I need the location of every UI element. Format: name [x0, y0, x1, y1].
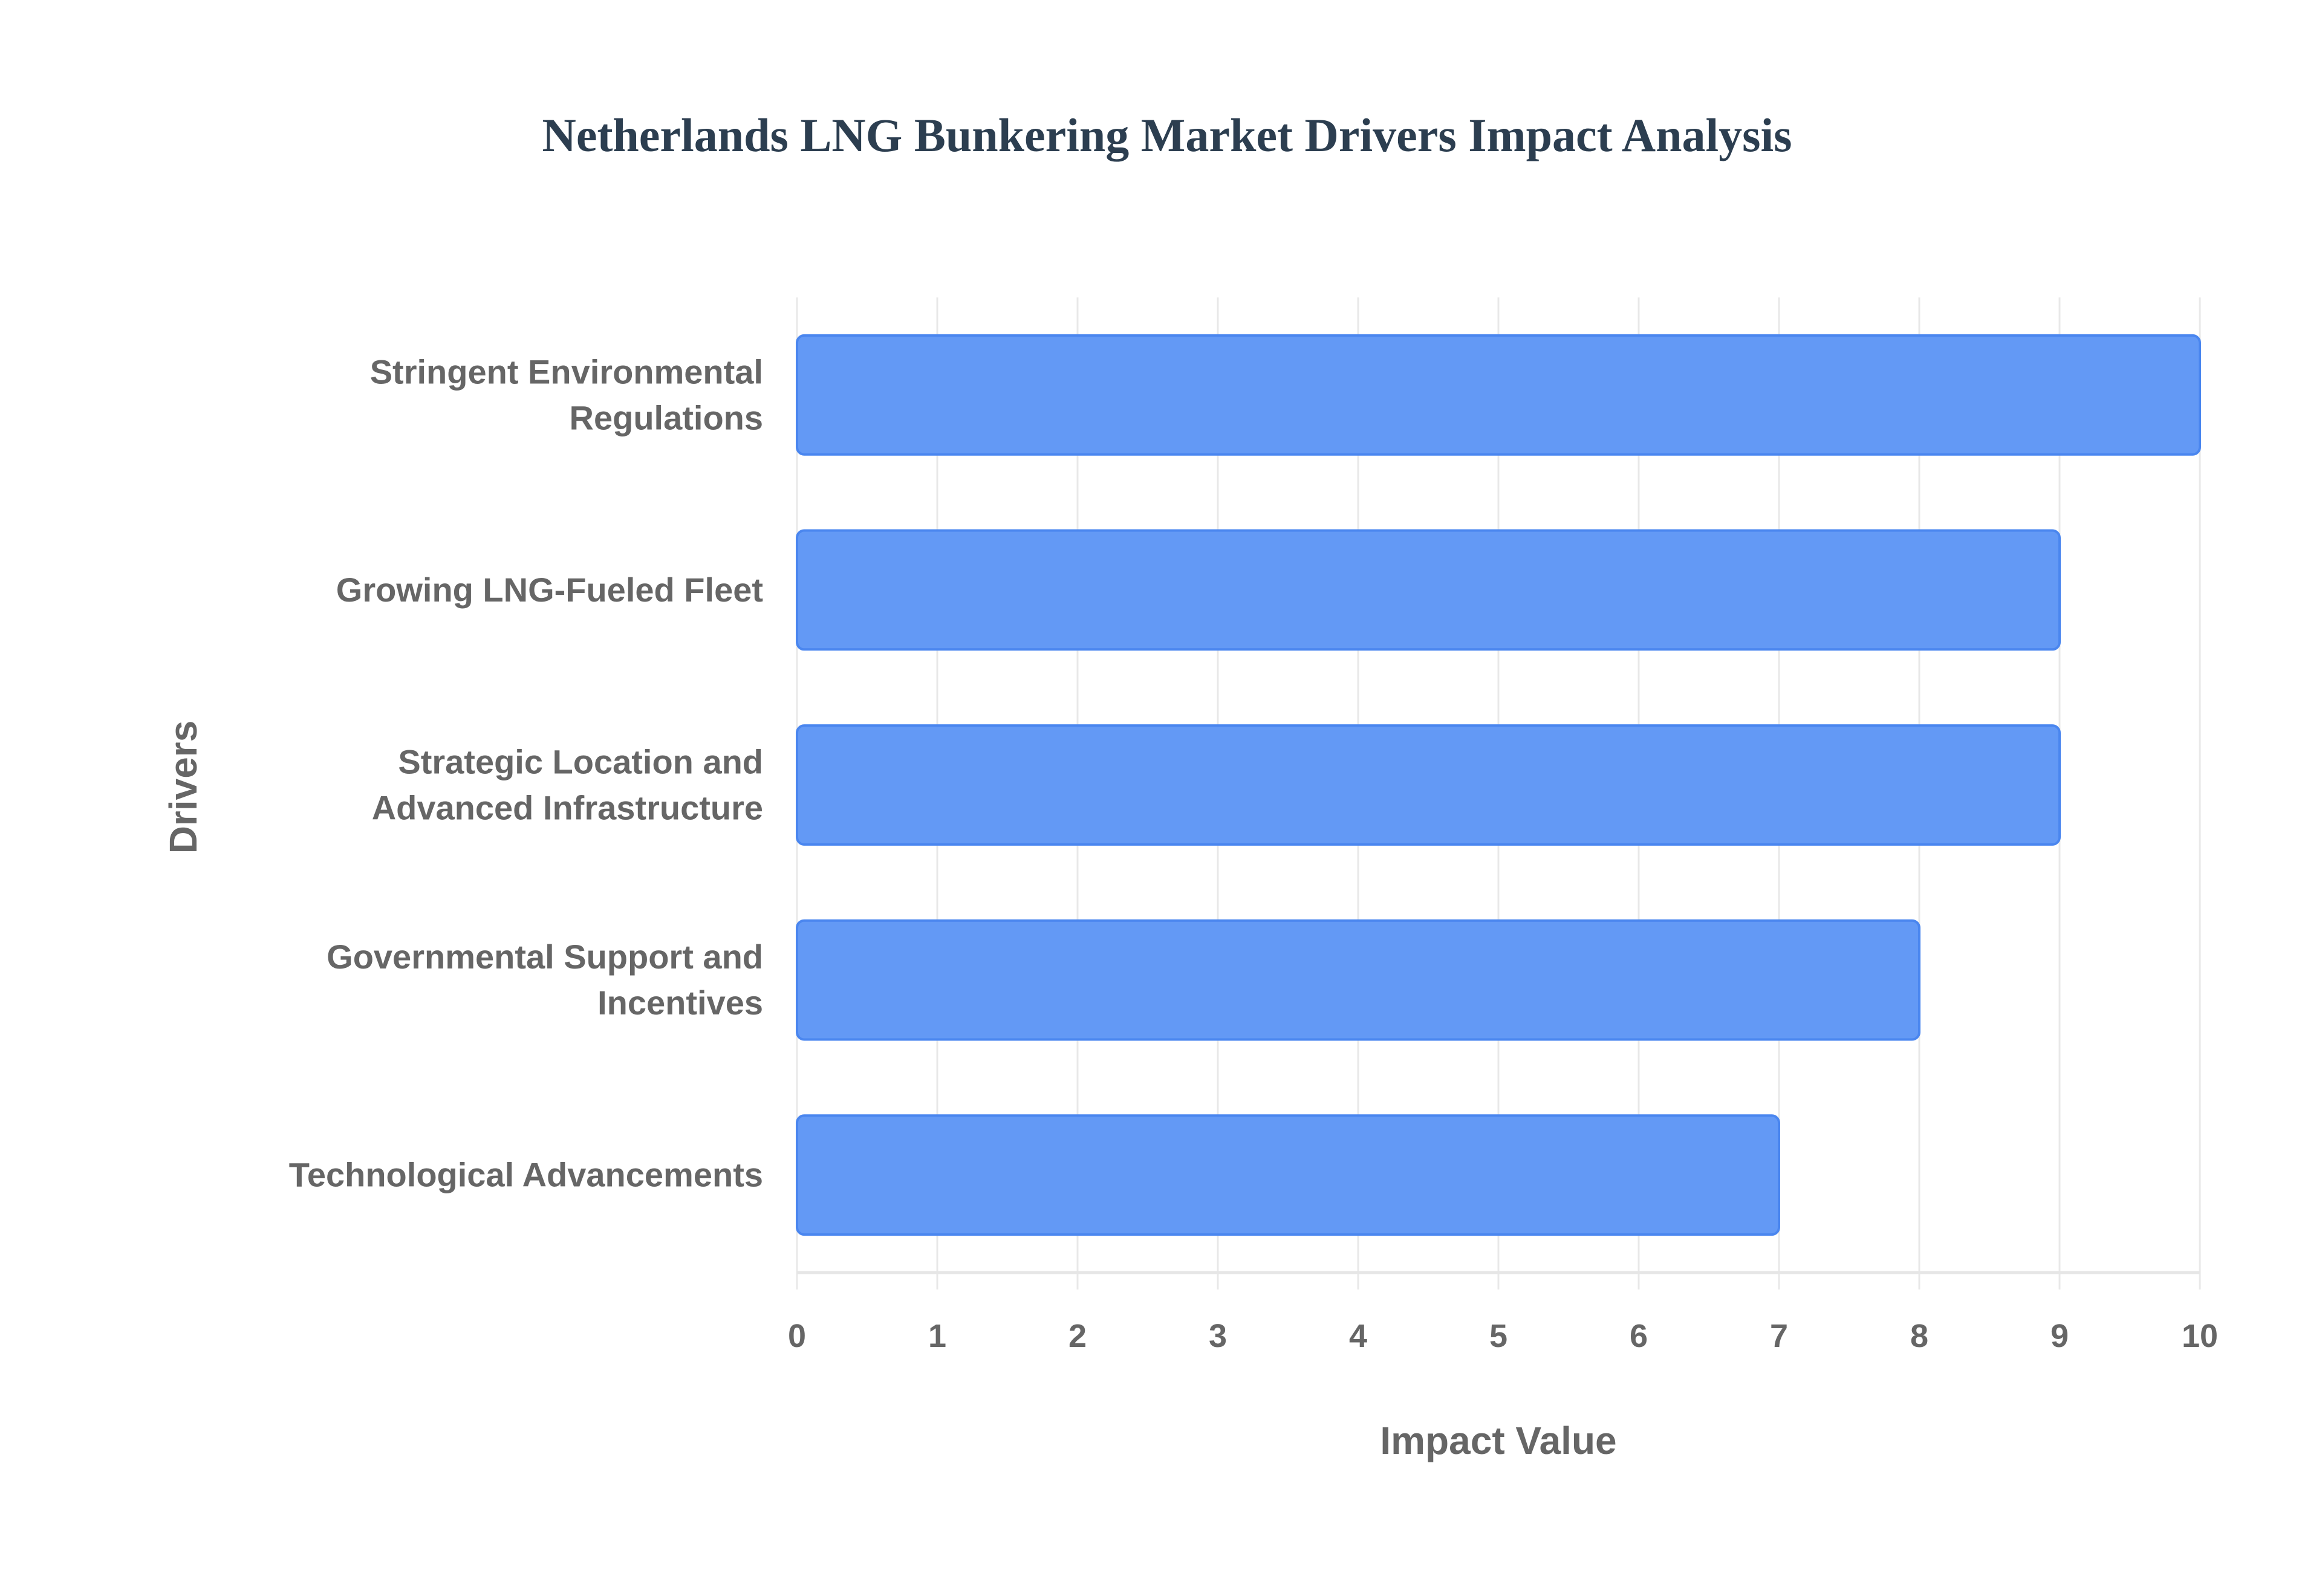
category-label: Strategic Location and	[398, 743, 763, 781]
bar	[796, 724, 2061, 846]
bar	[796, 334, 2201, 456]
bar	[796, 919, 1920, 1041]
x-tick-label: 8	[1910, 1318, 1928, 1354]
category-label: Regulations	[570, 398, 763, 436]
category-labels: Stringent Environmental Regulations Growin…	[289, 352, 763, 1193]
x-tick-label: 1	[928, 1318, 946, 1354]
x-tick-labels: 0 1 2 3 4 5 6 7 8 9 10	[788, 1318, 2218, 1354]
x-axis-title: Impact Value	[1380, 1419, 1616, 1462]
x-tick-label: 0	[788, 1318, 806, 1354]
x-tick-label: 3	[1209, 1318, 1227, 1354]
x-tick-label: 7	[1770, 1318, 1788, 1354]
bar	[796, 529, 2061, 651]
category-label: Growing LNG-Fueled Fleet	[336, 571, 763, 609]
x-tick-label: 4	[1349, 1318, 1367, 1354]
x-tick-label: 10	[2182, 1318, 2218, 1354]
chart-title: Netherlands LNG Bunkering Market Drivers…	[542, 109, 1792, 161]
x-tick-label: 6	[1630, 1318, 1648, 1354]
x-tick-label: 5	[1489, 1318, 1507, 1354]
y-axis-title: Drivers	[161, 721, 205, 854]
category-label: Technological Advancements	[289, 1156, 763, 1194]
x-tick-label: 9	[2050, 1318, 2069, 1354]
category-label: Governmental Support and	[327, 938, 763, 976]
category-label: Incentives	[597, 984, 763, 1022]
bar	[796, 1114, 1780, 1236]
bars	[796, 334, 2201, 1236]
category-label: Stringent Environmental	[370, 352, 763, 391]
category-label: Advanced Infrastructure	[372, 789, 763, 827]
x-tick-label: 2	[1068, 1318, 1087, 1354]
